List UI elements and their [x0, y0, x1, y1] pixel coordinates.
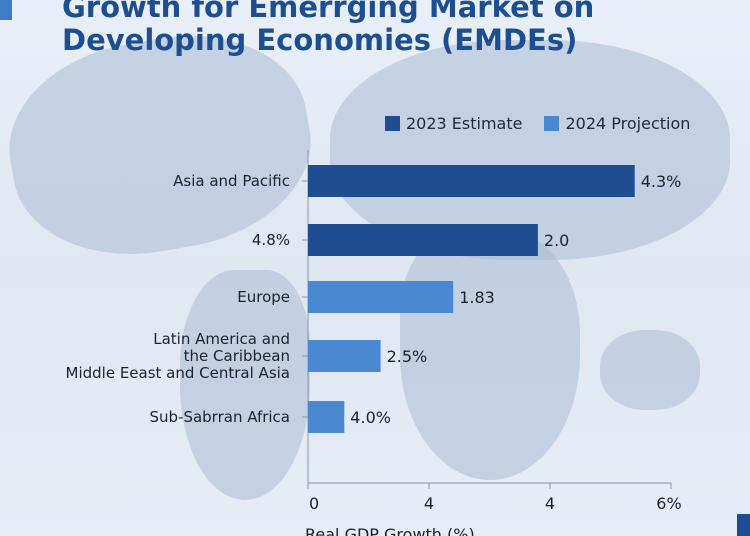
bar — [308, 401, 345, 433]
bar — [308, 340, 381, 372]
category-label: Europe — [237, 288, 290, 306]
bar — [308, 165, 635, 197]
legend-swatch — [385, 116, 400, 131]
category-label: Middle Eeast and Central Asia — [66, 364, 291, 382]
category-label: 4.8% — [252, 231, 290, 249]
data-label: 1.83 — [459, 288, 495, 307]
legend-item-2023: 2023 Estimate — [385, 114, 522, 133]
data-label: 2.5% — [387, 347, 428, 366]
category-label: Sub-Sabrran Africa — [149, 408, 290, 426]
data-label: 4.3% — [641, 172, 682, 191]
bar — [308, 224, 538, 256]
x-tick-label: 4 — [424, 494, 434, 513]
corner-decoration — [0, 0, 12, 20]
title-line: Developing Economies (EMDEs) — [62, 23, 578, 57]
data-label: 4.0% — [350, 408, 391, 427]
x-tick-label: 4 — [545, 494, 555, 513]
bar — [308, 281, 454, 313]
map-australia — [600, 330, 700, 410]
map-eurasia — [330, 40, 730, 260]
category-label: Latin America and — [153, 330, 290, 348]
category-label: the Caribbean — [184, 347, 290, 365]
map-south-america — [180, 270, 310, 500]
data-label: 2.0 — [544, 231, 569, 250]
legend-swatch — [544, 116, 560, 131]
legend-label: 2023 Estimate — [406, 114, 523, 133]
x-tick-label: 0 — [309, 494, 319, 513]
x-axis-title: Real GDP Growth (%) — [305, 525, 475, 536]
corner-decoration — [737, 514, 750, 536]
map-africa — [400, 230, 580, 480]
category-label: Asia and Pacific — [173, 172, 290, 190]
chart-title: Growth for Emerrging Market on Developin… — [62, 0, 594, 57]
legend-item-2024: 2024 Projection — [544, 114, 690, 133]
legend-label: 2024 Projection — [565, 114, 691, 133]
x-tick-label: 6% — [656, 494, 681, 513]
title-line: Growth for Emerrging Market on — [62, 0, 595, 24]
legend: 2023 Estimate 2024 Projection — [385, 114, 690, 133]
